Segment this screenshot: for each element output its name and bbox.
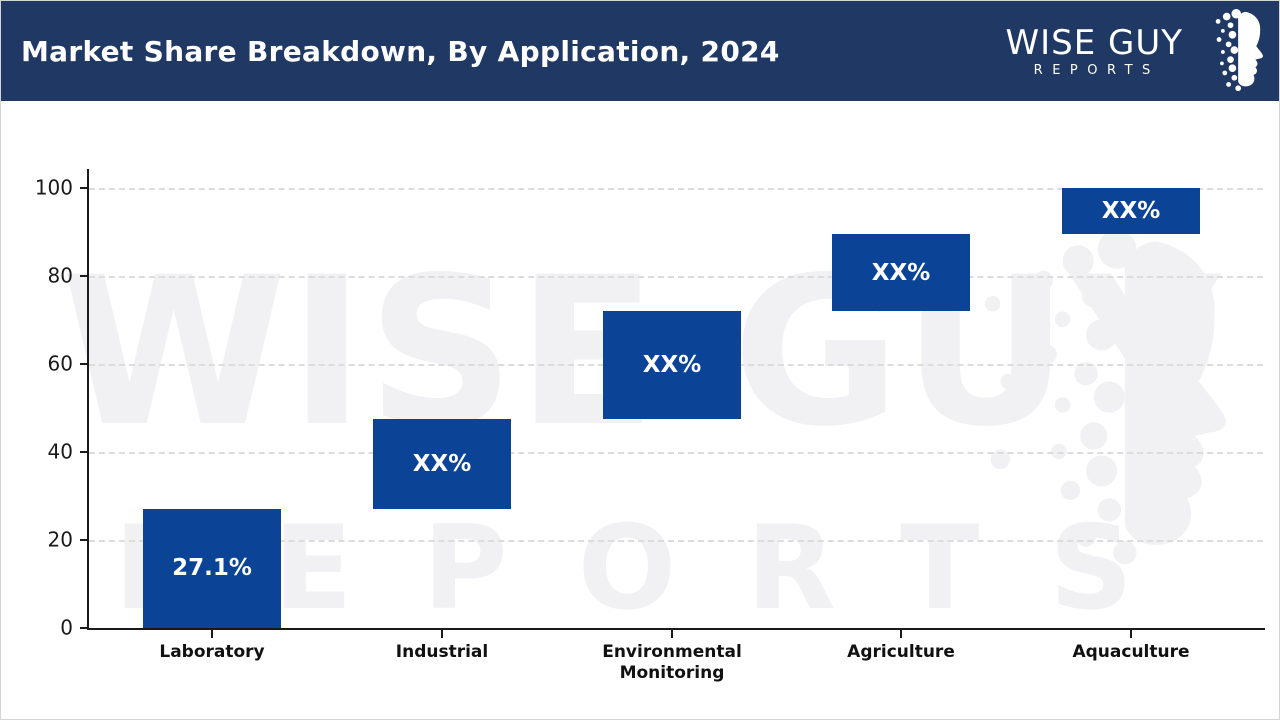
y-tick-label-0: 0 xyxy=(60,615,73,640)
y-tick-40 xyxy=(80,451,88,453)
y-tick-20 xyxy=(80,539,88,541)
bar-aquaculture xyxy=(1062,188,1200,235)
grid-line-20 xyxy=(89,540,1263,542)
x-tick-label-industrial: Industrial xyxy=(395,642,489,662)
x-tick-label-aquaculture: Aquaculture xyxy=(1072,642,1190,662)
y-tick-60 xyxy=(80,363,88,365)
grid-line-40 xyxy=(89,452,1263,454)
bar-agriculture xyxy=(832,234,970,312)
bar-industrial xyxy=(373,418,511,509)
y-tick-100 xyxy=(80,187,88,189)
chart-area: WISE GUY REPORTS 0 20 40 60 80 100 27.1% Labora… xyxy=(1,101,1279,719)
logo-text: WISE GUY REPORTS xyxy=(1005,26,1183,77)
x-tick-laboratory xyxy=(211,630,213,638)
x-tick-label-environmental-monitoring: Environmental Monitoring xyxy=(602,642,742,684)
bar-label-environmental-monitoring: XX% xyxy=(642,351,702,378)
y-tick-0 xyxy=(80,627,88,629)
bar-label-industrial: XX% xyxy=(412,450,472,477)
x-tick-aquaculture xyxy=(1130,630,1132,638)
y-tick-label-60: 60 xyxy=(47,351,73,376)
grid-line-100 xyxy=(89,188,1263,190)
x-tick-label-agriculture: Agriculture xyxy=(847,642,955,662)
logo-wordmark: WISE GUY xyxy=(1005,22,1183,63)
logo-face-icon xyxy=(1215,8,1263,92)
x-tick-environmental-monitoring xyxy=(671,630,673,638)
plot-area: 0 20 40 60 80 100 27.1% Laboratory XX% Industrial… xyxy=(1,101,1279,719)
bar-label-aquaculture: XX% xyxy=(1101,198,1161,225)
y-tick-label-80: 80 xyxy=(47,263,73,288)
y-axis-spine xyxy=(87,169,89,630)
page-title: Market Share Breakdown, By Application, … xyxy=(21,34,780,68)
grid-line-80 xyxy=(89,276,1263,278)
x-tick-label-laboratory: Laboratory xyxy=(159,642,265,662)
bar-label-laboratory: 27.1% xyxy=(172,555,252,582)
wise-guy-logo: WISE GUY REPORTS xyxy=(1005,8,1263,94)
x-tick-industrial xyxy=(441,630,443,638)
header-bar: Market Share Breakdown, By Application, … xyxy=(1,1,1279,101)
x-axis-spine xyxy=(87,628,1265,630)
bar-laboratory xyxy=(143,508,281,628)
y-tick-label-20: 20 xyxy=(47,527,73,552)
y-tick-label-40: 40 xyxy=(47,439,73,464)
y-tick-label-100: 100 xyxy=(34,175,73,200)
bar-environmental-monitoring xyxy=(603,311,741,419)
y-tick-80 xyxy=(80,275,88,277)
bar-label-agriculture: XX% xyxy=(871,259,931,286)
logo-subtitle: REPORTS xyxy=(1033,62,1160,78)
x-tick-agriculture xyxy=(900,630,902,638)
